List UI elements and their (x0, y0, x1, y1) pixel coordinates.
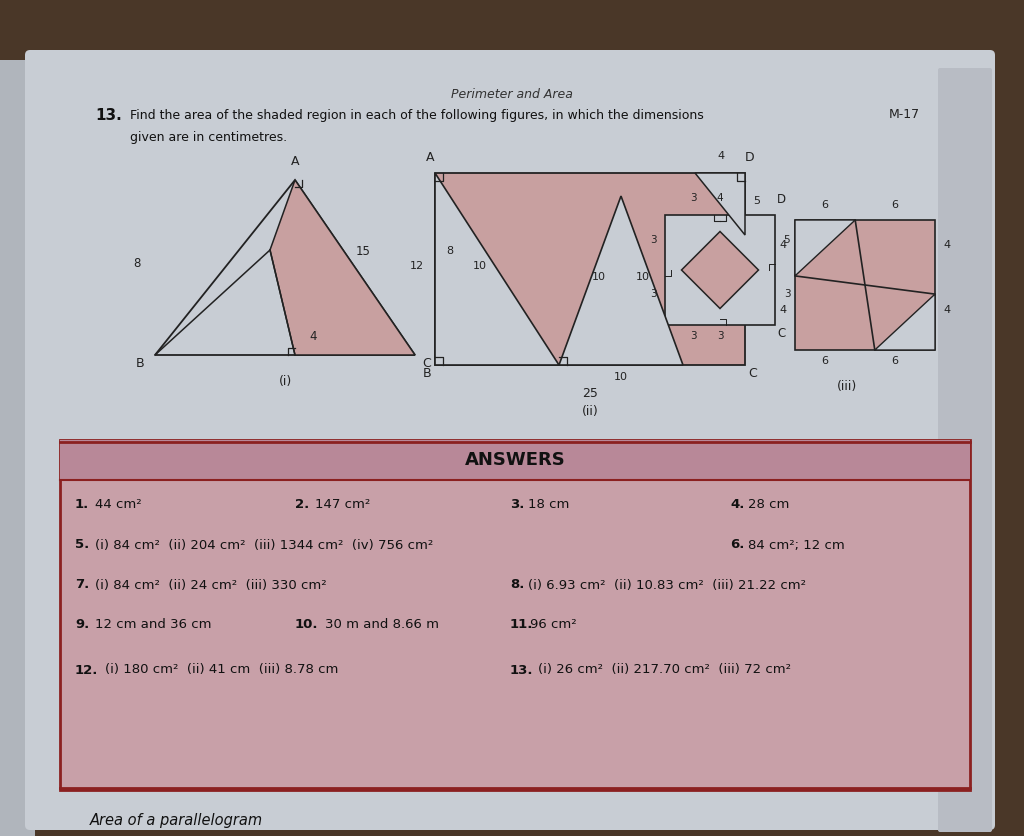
Text: 10: 10 (592, 272, 606, 282)
Text: 8: 8 (446, 246, 454, 256)
Text: 30 m and 8.66 m: 30 m and 8.66 m (325, 619, 439, 631)
Polygon shape (435, 173, 745, 365)
Polygon shape (155, 180, 415, 355)
Text: 4: 4 (717, 193, 723, 203)
PathPatch shape (30, 56, 990, 830)
Text: 6: 6 (821, 356, 828, 366)
Polygon shape (695, 173, 745, 235)
Polygon shape (270, 180, 415, 355)
Polygon shape (435, 173, 559, 365)
Text: M-17: M-17 (889, 109, 920, 121)
Text: 3: 3 (649, 289, 656, 299)
Polygon shape (795, 220, 855, 276)
Text: 5: 5 (783, 235, 791, 245)
Text: 18 cm: 18 cm (528, 498, 569, 512)
Text: 12 cm and 36 cm: 12 cm and 36 cm (95, 619, 212, 631)
Text: 44 cm²: 44 cm² (95, 498, 141, 512)
Text: 10: 10 (636, 272, 650, 282)
Text: 4: 4 (309, 330, 316, 343)
Text: 12: 12 (410, 261, 424, 271)
FancyBboxPatch shape (25, 50, 995, 830)
Text: 13.: 13. (95, 108, 122, 123)
Text: ANSWERS: ANSWERS (465, 451, 565, 469)
Text: (i) 84 cm²  (ii) 204 cm²  (iii) 1344 cm²  (iv) 756 cm²: (i) 84 cm² (ii) 204 cm² (iii) 1344 cm² (… (95, 538, 433, 552)
Text: 84 cm²; 12 cm: 84 cm²; 12 cm (748, 538, 845, 552)
Text: A: A (291, 155, 299, 168)
Text: 7.: 7. (75, 579, 89, 592)
Text: C: C (749, 367, 758, 380)
Text: given are in centimetres.: given are in centimetres. (130, 131, 287, 145)
FancyBboxPatch shape (938, 68, 992, 832)
Bar (0, 60, 35, 836)
Text: 4: 4 (779, 240, 786, 250)
Text: (i): (i) (279, 375, 292, 388)
Text: D: D (776, 193, 785, 206)
Text: 8: 8 (133, 257, 140, 270)
Polygon shape (559, 196, 683, 365)
Text: 96 cm²: 96 cm² (530, 619, 577, 631)
Text: 6: 6 (892, 356, 899, 366)
Text: 2.: 2. (295, 498, 309, 512)
Text: B: B (423, 367, 431, 380)
Text: 4: 4 (943, 305, 950, 315)
Text: 3: 3 (690, 193, 696, 203)
Text: (ii): (ii) (582, 405, 598, 418)
Text: A: A (426, 151, 434, 164)
Text: D: D (745, 151, 755, 164)
Text: 15: 15 (355, 245, 371, 258)
Text: 3.: 3. (510, 498, 524, 512)
Text: 4: 4 (718, 151, 725, 161)
Text: 4.: 4. (730, 498, 744, 512)
Text: 28 cm: 28 cm (748, 498, 790, 512)
Polygon shape (874, 294, 935, 350)
Text: 3: 3 (690, 331, 696, 341)
Text: (i) 26 cm²  (ii) 217.70 cm²  (iii) 72 cm²: (i) 26 cm² (ii) 217.70 cm² (iii) 72 cm² (538, 664, 791, 676)
Text: 11.: 11. (510, 619, 534, 631)
Text: 9.: 9. (75, 619, 89, 631)
Bar (60, 440, 970, 790)
Text: C: C (777, 327, 785, 340)
Text: 10: 10 (614, 372, 628, 382)
Text: Perimeter and Area: Perimeter and Area (451, 89, 573, 101)
Text: Area of a parallelogram: Area of a parallelogram (90, 813, 263, 828)
Text: 4: 4 (943, 240, 950, 250)
Text: 12.: 12. (75, 664, 98, 676)
Polygon shape (682, 232, 759, 308)
Text: 10: 10 (473, 261, 487, 271)
Bar (60, 440, 970, 480)
Text: 6: 6 (821, 200, 828, 210)
Text: 6.: 6. (730, 538, 744, 552)
Text: 6: 6 (892, 200, 899, 210)
Text: 3: 3 (783, 289, 791, 299)
Text: 147 cm²: 147 cm² (315, 498, 371, 512)
Text: C: C (423, 357, 431, 370)
Text: B: B (136, 357, 144, 370)
Text: 25: 25 (582, 387, 598, 400)
Text: 3: 3 (649, 235, 656, 245)
Text: 8.: 8. (510, 579, 524, 592)
Text: 13.: 13. (510, 664, 534, 676)
Text: 1.: 1. (75, 498, 89, 512)
Polygon shape (795, 220, 935, 350)
Text: (i) 180 cm²  (ii) 41 cm  (iii) 8.78 cm: (i) 180 cm² (ii) 41 cm (iii) 8.78 cm (105, 664, 338, 676)
Text: 10.: 10. (295, 619, 318, 631)
Text: (i) 6.93 cm²  (ii) 10.83 cm²  (iii) 21.22 cm²: (i) 6.93 cm² (ii) 10.83 cm² (iii) 21.22 … (528, 579, 806, 592)
Text: 4: 4 (779, 305, 786, 315)
Text: 5: 5 (754, 196, 761, 206)
Text: 5.: 5. (75, 538, 89, 552)
Text: 3: 3 (717, 331, 723, 341)
Text: (i) 84 cm²  (ii) 24 cm²  (iii) 330 cm²: (i) 84 cm² (ii) 24 cm² (iii) 330 cm² (95, 579, 327, 592)
Text: Find the area of the shaded region in each of the following figures, in which th: Find the area of the shaded region in ea… (130, 109, 703, 121)
Polygon shape (665, 215, 775, 325)
Text: (iii): (iii) (837, 380, 857, 393)
